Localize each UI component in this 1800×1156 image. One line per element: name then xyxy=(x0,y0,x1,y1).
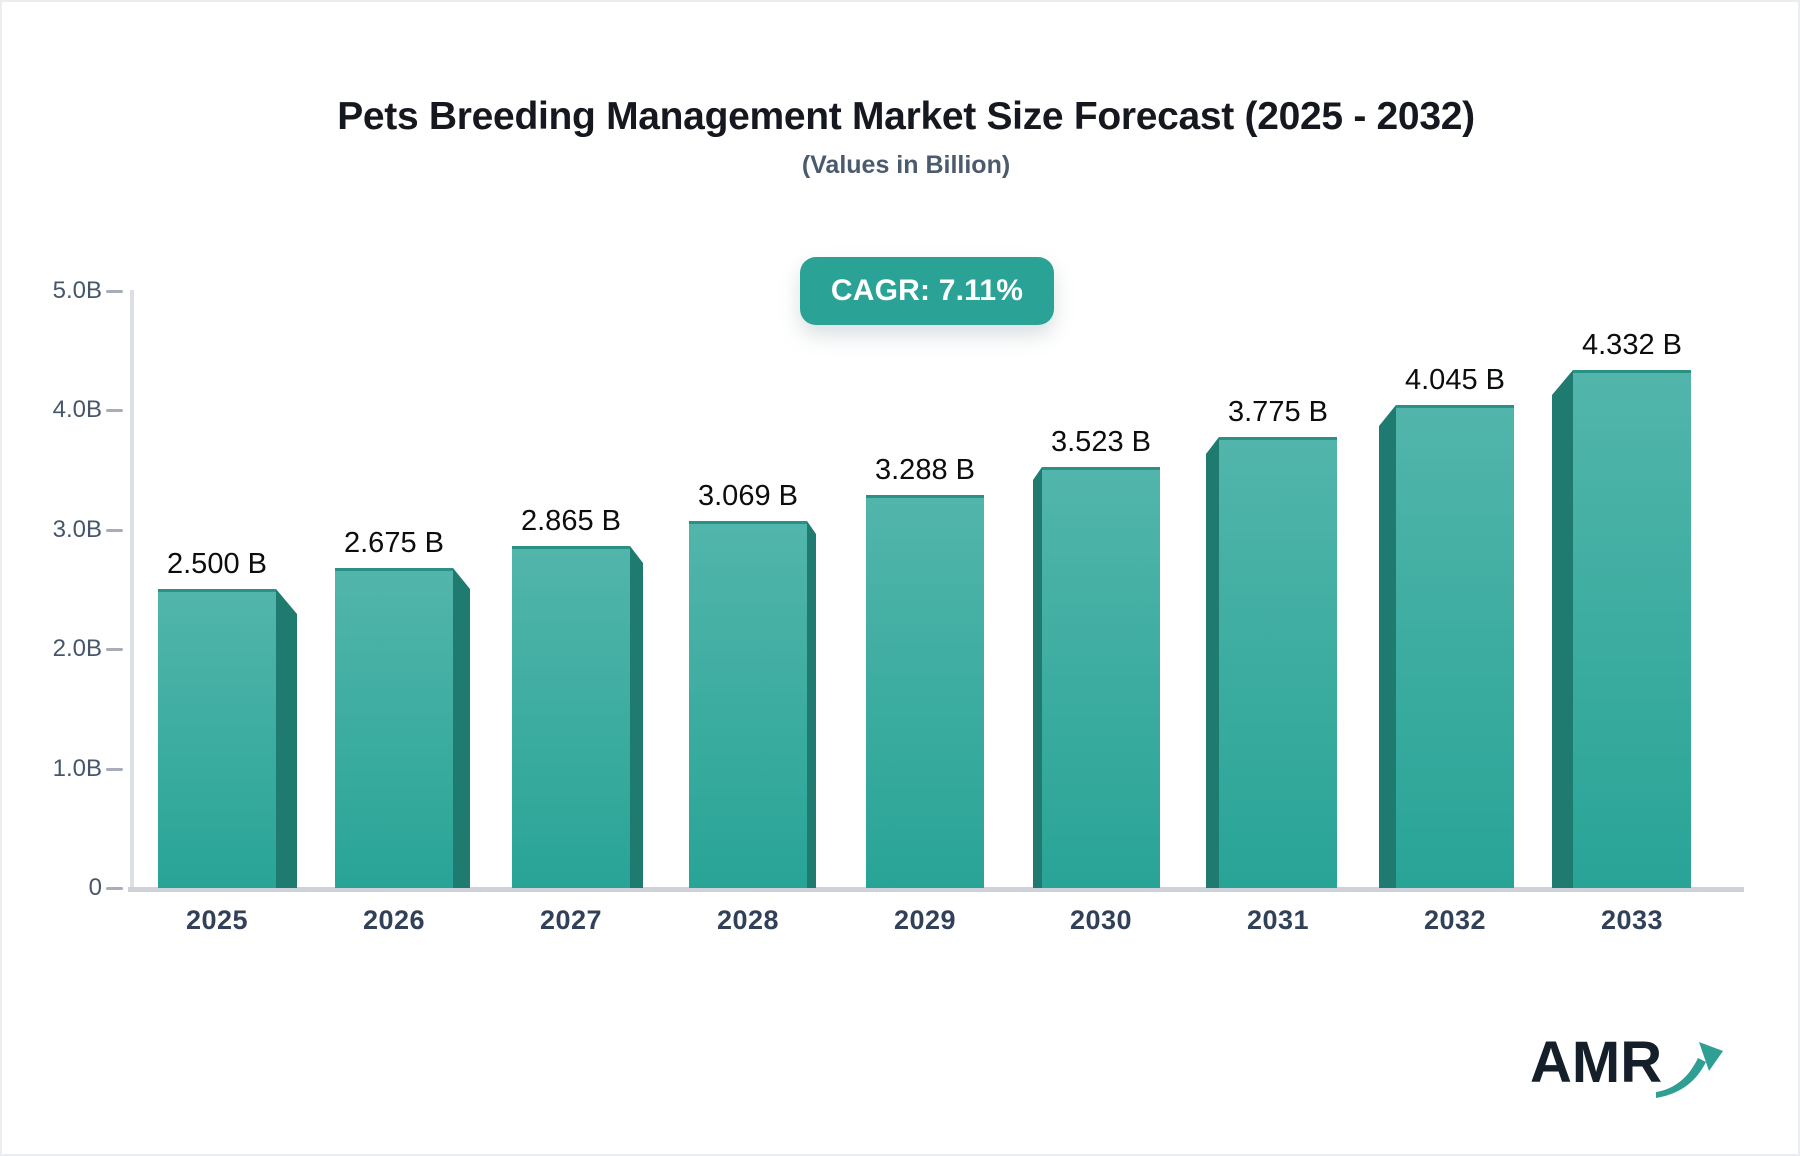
y-axis-tick xyxy=(106,289,123,293)
bar-value-label: 4.045 B xyxy=(1405,364,1505,396)
y-axis-label: 2.0B xyxy=(52,635,102,662)
y-axis-label: 4.0B xyxy=(52,396,102,423)
bar-value-label: 3.069 B xyxy=(698,480,798,512)
amr-logo-text: AMR xyxy=(1530,1030,1663,1095)
x-axis-label: 2032 xyxy=(1423,905,1487,935)
cagr-badge-label: CAGR: 7.11% xyxy=(830,274,1024,307)
bar-value-label: 4.332 B xyxy=(1582,329,1682,361)
x-axis-label: 2027 xyxy=(539,905,603,935)
cagr-badge: CAGR: 7.11% xyxy=(800,257,1054,325)
bar xyxy=(866,495,984,888)
x-axis-label: 2031 xyxy=(1246,905,1310,935)
bar-3d-side xyxy=(276,589,297,888)
growth-arrow-icon xyxy=(1656,1042,1724,1098)
x-axis-label: 2028 xyxy=(716,905,780,935)
x-axis-label: 2030 xyxy=(1069,905,1133,935)
bar xyxy=(335,568,453,888)
bar-3d-side xyxy=(1033,467,1042,888)
bar-value-label: 2.500 B xyxy=(167,548,267,580)
bar-value-label: 2.865 B xyxy=(521,505,621,537)
y-axis-tick xyxy=(106,528,123,532)
y-axis-label: 1.0B xyxy=(52,754,102,782)
bar-3d-side xyxy=(1379,405,1396,888)
x-axis-label: 2025 xyxy=(185,905,249,935)
y-axis-label: 5.0B xyxy=(52,276,102,304)
bar xyxy=(1573,370,1691,888)
bar xyxy=(1396,405,1514,888)
bar-value-label: 3.288 B xyxy=(875,454,975,486)
y-axis-tick xyxy=(106,409,123,412)
x-axis-label: 2026 xyxy=(362,905,426,935)
bar xyxy=(512,546,630,888)
bar xyxy=(158,589,276,888)
y-axis-tick xyxy=(106,887,123,890)
bar-value-label: 3.523 B xyxy=(1051,426,1151,458)
x-axis-label: 2033 xyxy=(1600,905,1664,935)
bar-3d-side xyxy=(1206,437,1219,888)
bar-value-label: 3.775 B xyxy=(1228,396,1328,428)
bar xyxy=(689,521,807,888)
bar-3d-side xyxy=(1552,370,1573,888)
y-axis-label: 3.0B xyxy=(52,515,102,543)
bar-3d-side xyxy=(630,546,643,888)
y-axis-label: 0 xyxy=(88,874,102,901)
bar xyxy=(1042,467,1160,888)
y-axis-tick xyxy=(106,648,123,651)
bar-3d-side xyxy=(807,521,816,888)
bar-3d-side xyxy=(453,568,470,888)
chart-subtitle: (Values in Billion) xyxy=(801,151,1011,179)
bar xyxy=(1219,437,1337,888)
bar-value-label: 2.675 B xyxy=(344,527,444,559)
x-axis-line xyxy=(128,887,1744,892)
y-axis-line xyxy=(130,290,134,889)
x-axis-label: 2029 xyxy=(893,905,957,935)
chart-title: Pets Breeding Management Market Size For… xyxy=(337,95,1475,138)
amr-logo: AMR xyxy=(1530,1034,1724,1104)
y-axis-tick xyxy=(106,767,123,771)
